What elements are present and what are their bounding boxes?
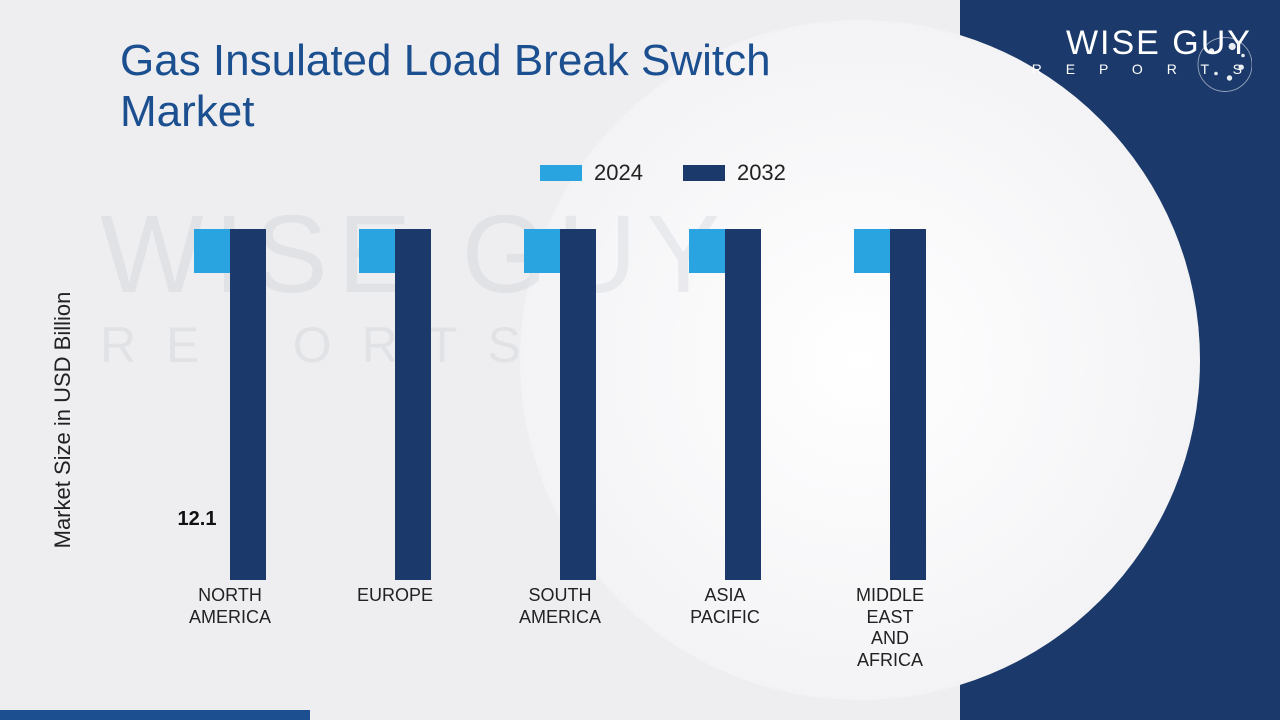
bar-2032 xyxy=(560,229,596,581)
bar-2032 xyxy=(230,229,266,581)
x-axis-labels: NORTHAMERICA EUROPE SOUTHAMERICA ASIAPACIFI… xyxy=(130,585,950,695)
y-axis-label: Market Size in USD Billion xyxy=(50,292,76,549)
chart-area: Market Size in USD Billion 2024 2032 12.… xyxy=(60,160,960,700)
x-axis-label: EUROPE xyxy=(335,585,455,607)
bar-2032 xyxy=(395,229,431,581)
brand-logo: WISE GUY R E P O R T S xyxy=(1032,24,1252,77)
x-axis-label: NORTHAMERICA xyxy=(170,585,290,628)
x-axis-label: ASIAPACIFIC xyxy=(665,585,785,628)
bar-2024 xyxy=(359,229,395,274)
bar-group xyxy=(830,229,950,581)
x-axis-label: MIDDLEEASTANDAFRICA xyxy=(830,585,950,671)
plot-area: 12.1 xyxy=(130,210,950,580)
legend-swatch-2024 xyxy=(540,165,582,181)
bar-2032 xyxy=(725,229,761,581)
legend-item-2024: 2024 xyxy=(540,160,643,186)
chart-title: Gas Insulated Load Break Switch Market xyxy=(120,36,840,137)
bar-2032 xyxy=(890,229,926,581)
bar-2024 xyxy=(194,229,230,274)
bar-value-label: 12.1 xyxy=(172,508,222,531)
legend-label-2032: 2032 xyxy=(737,160,786,186)
legend-swatch-2032 xyxy=(683,165,725,181)
bar-group xyxy=(665,229,785,581)
bar-group xyxy=(500,229,620,581)
legend-label-2024: 2024 xyxy=(594,160,643,186)
head-icon xyxy=(1162,24,1252,114)
bar-2024 xyxy=(854,229,890,274)
legend: 2024 2032 xyxy=(540,160,786,186)
legend-item-2032: 2032 xyxy=(683,160,786,186)
x-axis-label: SOUTHAMERICA xyxy=(500,585,620,628)
bar-2024 xyxy=(689,229,725,274)
bar-group xyxy=(335,229,455,581)
bottom-accent-stripe xyxy=(0,710,310,720)
bar-2024 xyxy=(524,229,560,274)
